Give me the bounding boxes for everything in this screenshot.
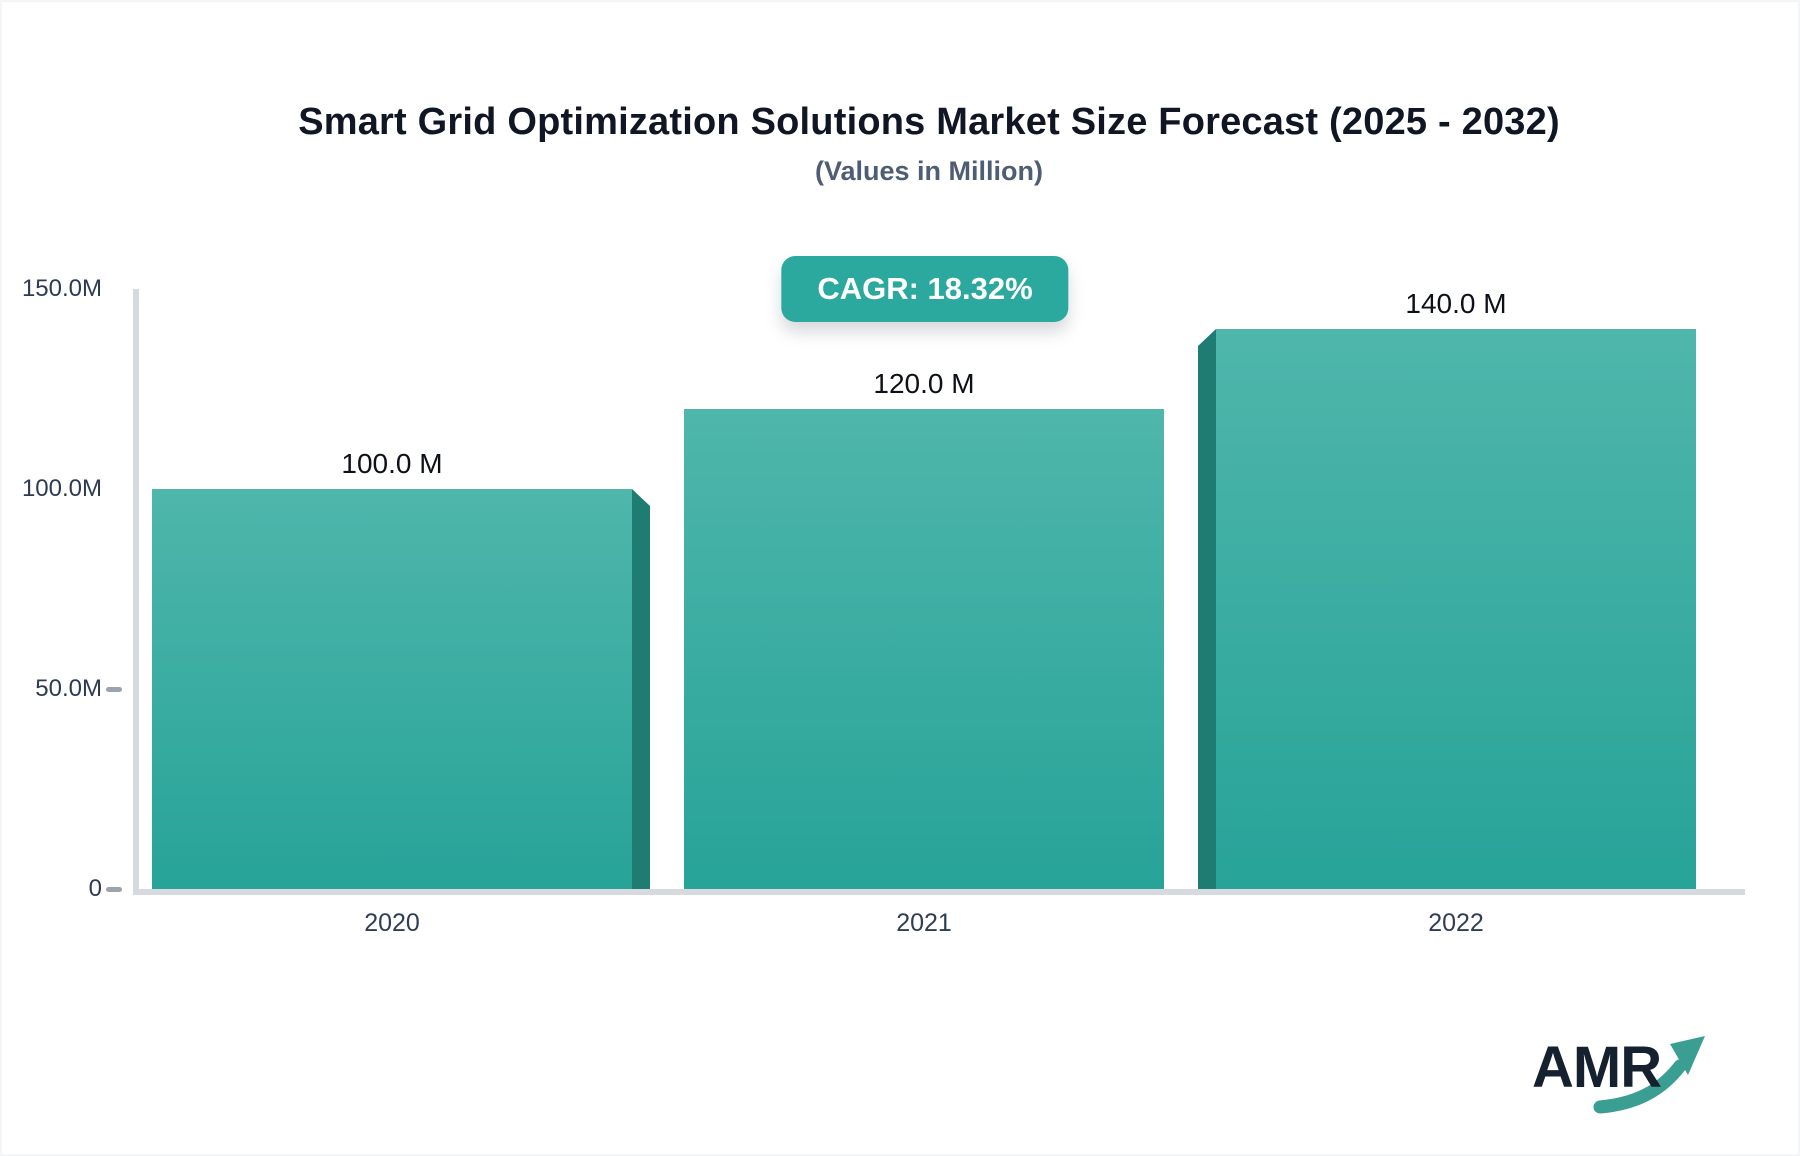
logo-growth-arrow-icon: [1593, 1036, 1705, 1114]
y-tick-label-100: 100.0M: [21, 475, 102, 502]
bar-2021: [684, 409, 1164, 889]
y-axis-line: [133, 289, 139, 895]
x-tick-label-2021: 2021: [896, 909, 952, 937]
bar-value-label-2021: 120.0 M: [873, 368, 975, 399]
amr-logo: AMR: [1472, 1012, 1798, 1154]
bar-value-label-2022: 140.0 M: [1405, 288, 1507, 319]
chart-title: Smart Grid Optimization Solutions Market…: [298, 101, 1560, 143]
bar-value-label-2020: 100.0 M: [341, 448, 443, 479]
bar-side-3d-2020: [632, 489, 650, 889]
chart-subtitle: (Values in Million): [814, 156, 1044, 186]
y-tick-label-150: 150.0M: [21, 275, 102, 302]
y-tick-label-50: 50.0M: [35, 675, 102, 702]
bar-2020: [152, 489, 632, 889]
bar-side-3d-2022: [1198, 329, 1216, 889]
y-tick-mark-0: [106, 887, 122, 892]
cagr-badge: CAGR: 18.32%: [781, 256, 1069, 322]
y-tick-label-0: 0: [88, 875, 102, 902]
x-tick-label-2020: 2020: [364, 909, 420, 937]
chart-header: Smart Grid Optimization Solutions Market…: [129, 98, 1729, 192]
logo-text: AMR: [1532, 1035, 1662, 1100]
x-tick-label-2022: 2022: [1428, 909, 1484, 937]
bar-2022: [1216, 329, 1696, 889]
y-tick-mark-50: [106, 687, 122, 692]
x-axis-line: [133, 889, 1745, 895]
